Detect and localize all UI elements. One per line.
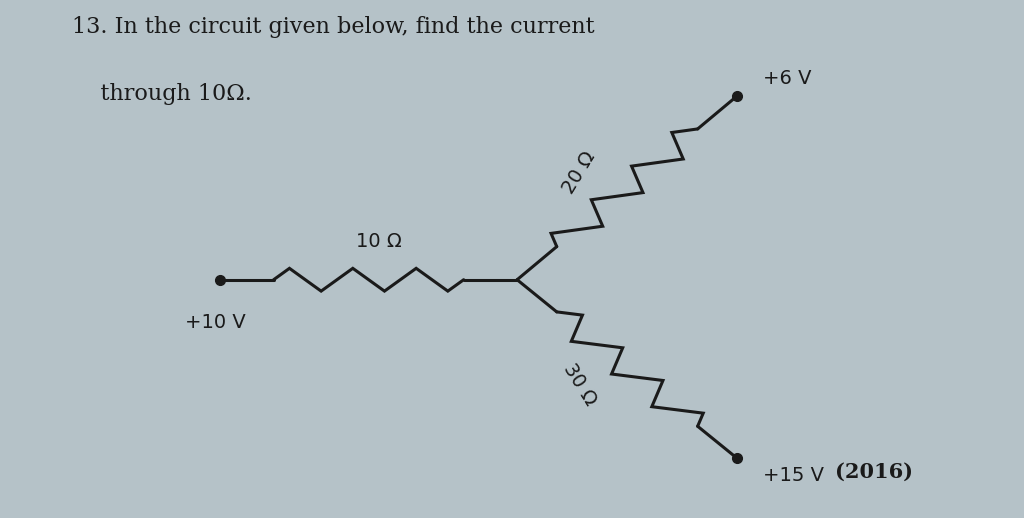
Text: 10 Ω: 10 Ω xyxy=(356,232,401,251)
Text: +15 V: +15 V xyxy=(763,466,824,485)
Text: (2016): (2016) xyxy=(835,462,912,482)
Text: 20 Ω: 20 Ω xyxy=(559,149,599,197)
Text: 13. In the circuit given below, find the current: 13. In the circuit given below, find the… xyxy=(72,16,594,37)
Text: +6 V: +6 V xyxy=(763,69,811,88)
Text: +10 V: +10 V xyxy=(184,313,246,333)
Text: through 10Ω.: through 10Ω. xyxy=(72,83,252,105)
Text: 30 Ω: 30 Ω xyxy=(559,359,600,409)
